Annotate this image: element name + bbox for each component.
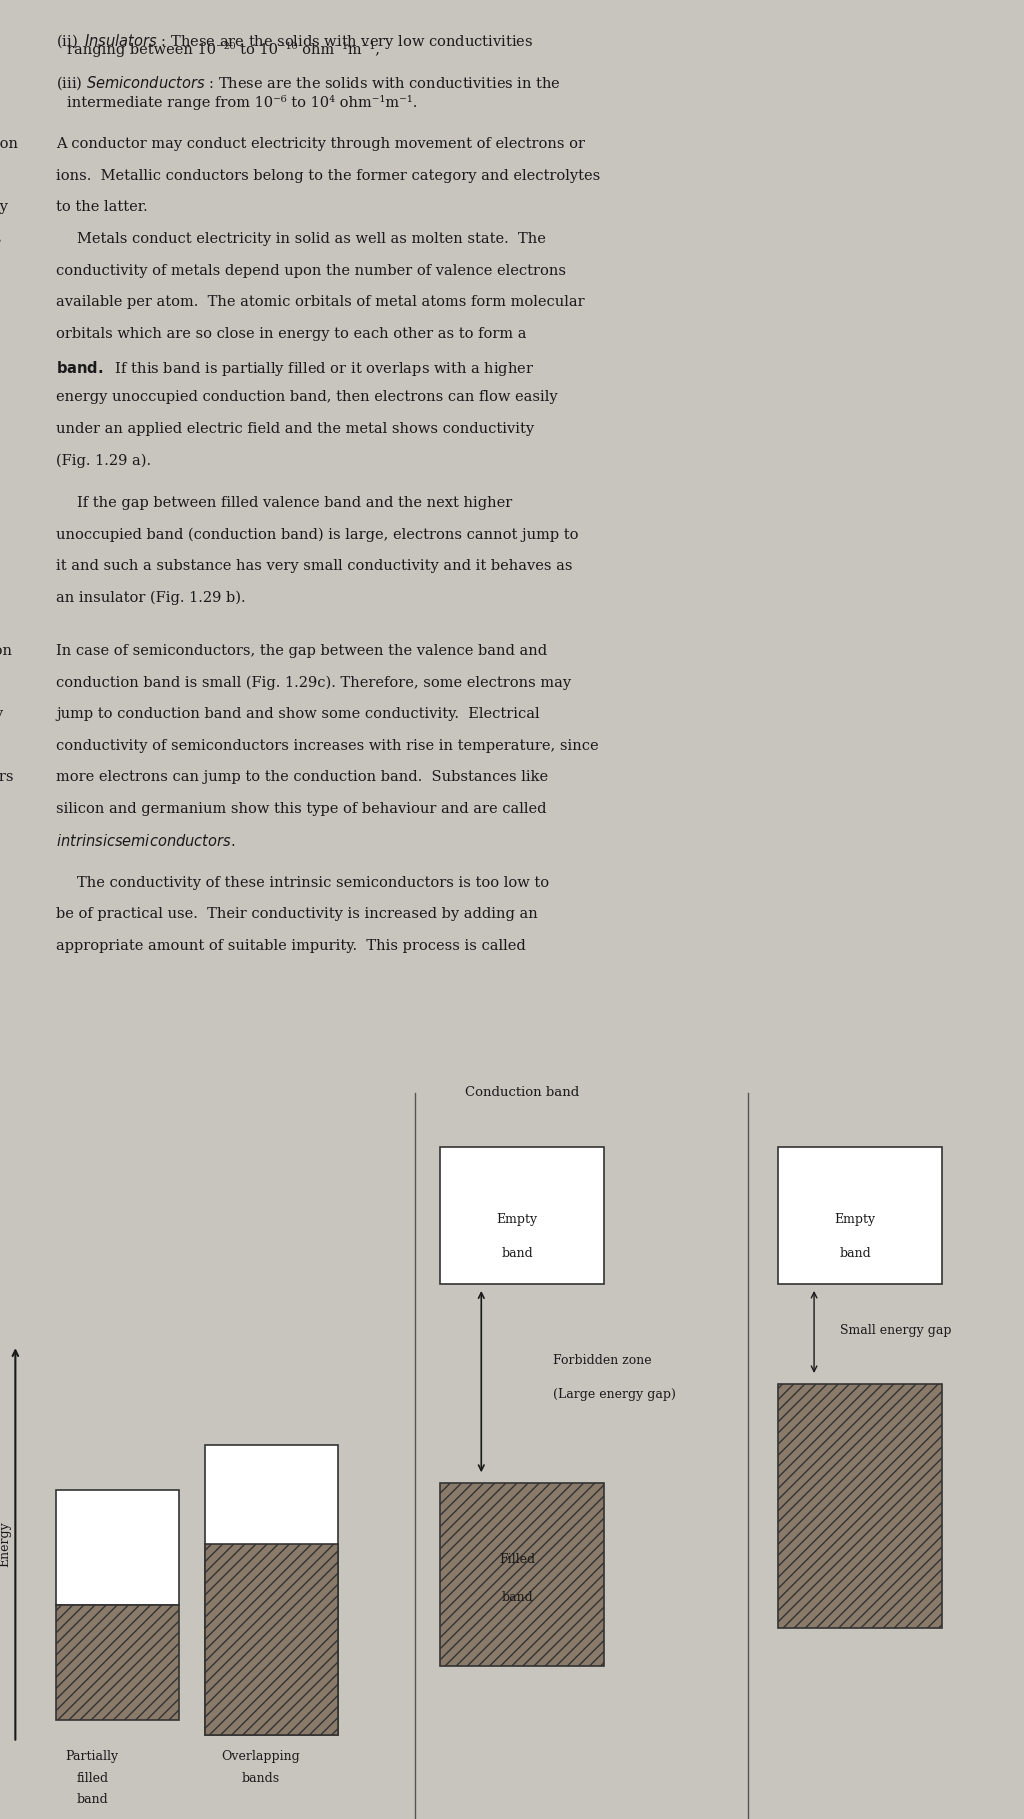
Text: orbitals which are so close in energy to each other as to form a: orbitals which are so close in energy to… [56, 327, 526, 340]
FancyBboxPatch shape [440, 1482, 604, 1666]
Text: band: band [501, 1592, 534, 1604]
Text: ity: ity [0, 200, 8, 215]
Text: Forbidden zone: Forbidden zone [553, 1353, 651, 1368]
FancyBboxPatch shape [56, 1604, 179, 1719]
Text: bands: bands [242, 1772, 281, 1784]
Text: ranging between 10⁻²⁰ to 10⁻¹⁰ ohm⁻¹m⁻¹,: ranging between 10⁻²⁰ to 10⁻¹⁰ ohm⁻¹m⁻¹, [67, 42, 380, 56]
Text: $\it{intrinsic semiconductors.}$: $\it{intrinsic semiconductors.}$ [56, 833, 236, 849]
Text: (Fig. 1.29 a).: (Fig. 1.29 a). [56, 453, 152, 467]
Text: ions.  Metallic conductors belong to the former category and electrolytes: ions. Metallic conductors belong to the … [56, 169, 600, 182]
Text: Energy: Energy [0, 1521, 11, 1566]
Text: lon: lon [0, 644, 12, 657]
FancyBboxPatch shape [440, 1146, 604, 1284]
FancyBboxPatch shape [205, 1544, 338, 1735]
Text: (iii) $\it{Semiconductors}$ : These are the solids with conductivities in the: (iii) $\it{Semiconductors}$ : These are … [56, 75, 561, 91]
Text: Small energy gap: Small energy gap [840, 1324, 951, 1337]
Text: band: band [839, 1248, 871, 1261]
Text: (ii)  $\it{Insulators}$ : These are the solids with very low conductivities: (ii) $\it{Insulators}$ : These are the s… [56, 31, 534, 51]
Text: energy unoccupied conduction band, then electrons can flow easily: energy unoccupied conduction band, then … [56, 391, 558, 404]
Text: conduction band is small (Fig. 1.29c). Therefore, some electrons may: conduction band is small (Fig. 1.29c). T… [56, 675, 571, 689]
Text: be of practical use.  Their conductivity is increased by adding an: be of practical use. Their conductivity … [56, 908, 538, 920]
Text: unoccupied band (conduction band) is large, electrons cannot jump to: unoccupied band (conduction band) is lar… [56, 528, 579, 542]
Text: Overlapping: Overlapping [222, 1750, 300, 1763]
Text: Empty: Empty [497, 1213, 538, 1226]
Text: ls: ls [0, 233, 2, 246]
Text: $\mathbf{band.}$  If this band is partially filled or it overlaps with a higher: $\mathbf{band.}$ If this band is partial… [56, 358, 535, 378]
Text: ty: ty [0, 708, 4, 720]
Text: band: band [501, 1248, 534, 1261]
Text: Metals conduct electricity in solid as well as molten state.  The: Metals conduct electricity in solid as w… [77, 233, 546, 246]
Text: filled: filled [76, 1772, 109, 1784]
Text: conductivity of metals depend upon the number of valence electrons: conductivity of metals depend upon the n… [56, 264, 566, 278]
Text: tion: tion [0, 136, 18, 151]
Text: conductivity of semiconductors increases with rise in temperature, since: conductivity of semiconductors increases… [56, 739, 599, 753]
FancyBboxPatch shape [205, 1444, 338, 1735]
FancyBboxPatch shape [56, 1490, 179, 1604]
Text: In case of semiconductors, the gap between the valence band and: In case of semiconductors, the gap betwe… [56, 644, 548, 657]
Text: Partially: Partially [66, 1750, 119, 1763]
Text: available per atom.  The atomic orbitals of metal atoms form molecular: available per atom. The atomic orbitals … [56, 295, 585, 309]
Text: If the gap between filled valence band and the next higher: If the gap between filled valence band a… [77, 497, 512, 509]
Text: to the latter.: to the latter. [56, 200, 148, 215]
Text: jump to conduction band and show some conductivity.  Electrical: jump to conduction band and show some co… [56, 708, 540, 720]
Text: an insulator (Fig. 1.29 b).: an insulator (Fig. 1.29 b). [56, 591, 246, 606]
Text: Empty: Empty [835, 1213, 876, 1226]
Text: it and such a substance has very small conductivity and it behaves as: it and such a substance has very small c… [56, 558, 572, 573]
Text: appropriate amount of suitable impurity.  This process is called: appropriate amount of suitable impurity.… [56, 939, 526, 953]
Text: silicon and germanium show this type of behaviour and are called: silicon and germanium show this type of … [56, 802, 547, 815]
FancyBboxPatch shape [778, 1146, 942, 1284]
Text: The conductivity of these intrinsic semiconductors is too low to: The conductivity of these intrinsic semi… [77, 875, 549, 889]
Text: band: band [76, 1794, 109, 1806]
Text: (Large energy gap): (Large energy gap) [553, 1388, 676, 1401]
Text: Filled: Filled [499, 1553, 536, 1566]
Text: Conduction band: Conduction band [465, 1086, 580, 1099]
Text: ors: ors [0, 769, 13, 784]
Text: under an applied electric field and the metal shows conductivity: under an applied electric field and the … [56, 422, 535, 437]
FancyBboxPatch shape [778, 1384, 942, 1628]
Text: A conductor may conduct electricity through movement of electrons or: A conductor may conduct electricity thro… [56, 136, 586, 151]
Text: intermediate range from 10⁻⁶ to 10⁴ ohm⁻¹m⁻¹.: intermediate range from 10⁻⁶ to 10⁴ ohm⁻… [67, 95, 417, 109]
Text: more electrons can jump to the conduction band.  Substances like: more electrons can jump to the conductio… [56, 769, 549, 784]
